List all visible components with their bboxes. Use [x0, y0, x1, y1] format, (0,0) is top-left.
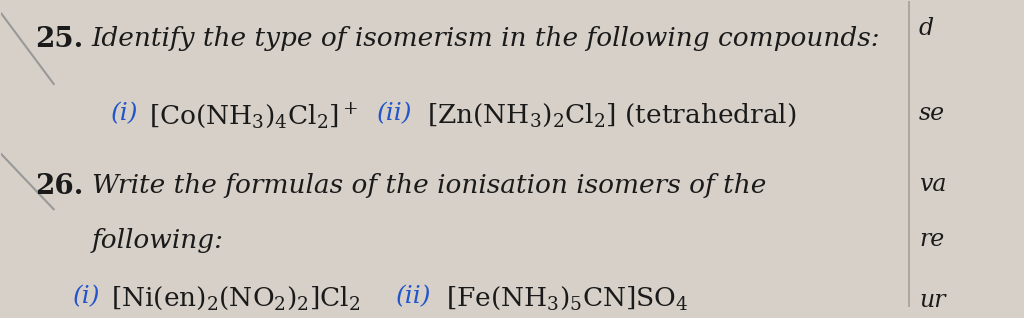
Text: (i): (i)	[111, 102, 138, 125]
Text: se: se	[919, 102, 945, 125]
Text: va: va	[919, 173, 946, 196]
Text: $\mathregular{[Co(NH_3)_4Cl_2]^+}$: $\mathregular{[Co(NH_3)_4Cl_2]^+}$	[148, 102, 358, 131]
Text: following:: following:	[92, 228, 223, 252]
Text: (i): (i)	[73, 286, 100, 309]
Text: 25.: 25.	[35, 26, 83, 53]
Text: re: re	[919, 228, 944, 251]
Text: (ii): (ii)	[377, 102, 413, 125]
Text: $\mathregular{[Zn(NH_3)_2Cl_2]}$ (tetrahedral): $\mathregular{[Zn(NH_3)_2Cl_2]}$ (tetrah…	[427, 102, 797, 129]
Text: ur: ur	[919, 289, 945, 312]
Text: d: d	[919, 17, 934, 40]
Text: 26.: 26.	[35, 173, 83, 200]
Text: Write the formulas of the ionisation isomers of the: Write the formulas of the ionisation iso…	[92, 173, 766, 197]
Text: Identify the type of isomerism in the following compounds:: Identify the type of isomerism in the fo…	[92, 26, 881, 51]
Text: (ii): (ii)	[396, 286, 431, 309]
Text: $\mathregular{[Ni(en)_2(NO_2)_2]Cl_2}$: $\mathregular{[Ni(en)_2(NO_2)_2]Cl_2}$	[111, 285, 360, 312]
Text: $\mathregular{[Fe(NH_3)_5CN]SO_4}$: $\mathregular{[Fe(NH_3)_5CN]SO_4}$	[446, 285, 689, 312]
